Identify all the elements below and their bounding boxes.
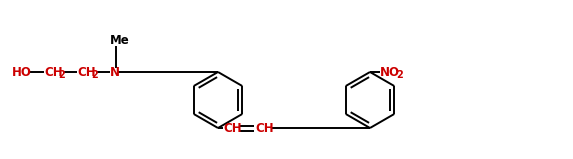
Text: 2: 2 (396, 70, 403, 80)
Text: N: N (110, 66, 120, 79)
Text: Me: Me (110, 34, 129, 46)
Text: NO: NO (380, 66, 400, 79)
Text: CH: CH (77, 66, 96, 79)
Text: CH: CH (44, 66, 62, 79)
Text: CH: CH (223, 121, 242, 135)
Text: CH: CH (255, 121, 274, 135)
Text: 2: 2 (91, 70, 98, 80)
Text: 2: 2 (58, 70, 65, 80)
Text: HO: HO (12, 66, 32, 79)
